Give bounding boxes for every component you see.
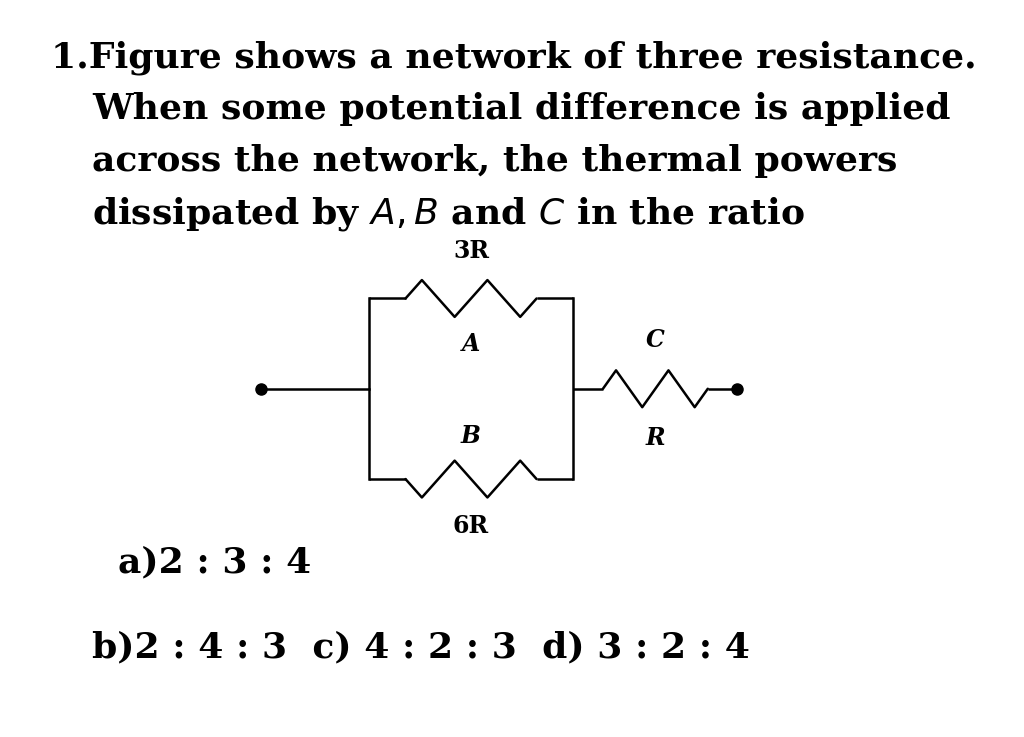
Text: dissipated by $\mathit{A,B}$ and $\mathit{C}$ in the ratio: dissipated by $\mathit{A,B}$ and $\mathi… xyxy=(92,195,805,234)
Text: a)2 : 3 : 4: a)2 : 3 : 4 xyxy=(118,545,311,579)
Text: C: C xyxy=(646,328,665,352)
Text: 6R: 6R xyxy=(453,514,489,539)
Text: across the network, the thermal powers: across the network, the thermal powers xyxy=(92,144,897,178)
Text: B: B xyxy=(461,424,481,448)
Text: b)2 : 4 : 3  c) 4 : 2 : 3  d) 3 : 2 : 4: b)2 : 4 : 3 c) 4 : 2 : 3 d) 3 : 2 : 4 xyxy=(92,630,750,664)
Text: When some potential difference is applied: When some potential difference is applie… xyxy=(92,92,950,126)
Text: A: A xyxy=(462,332,480,356)
Text: R: R xyxy=(645,426,666,450)
Text: 3R: 3R xyxy=(453,239,489,263)
Text: 1.Figure shows a network of three resistance.: 1.Figure shows a network of three resist… xyxy=(51,41,977,75)
